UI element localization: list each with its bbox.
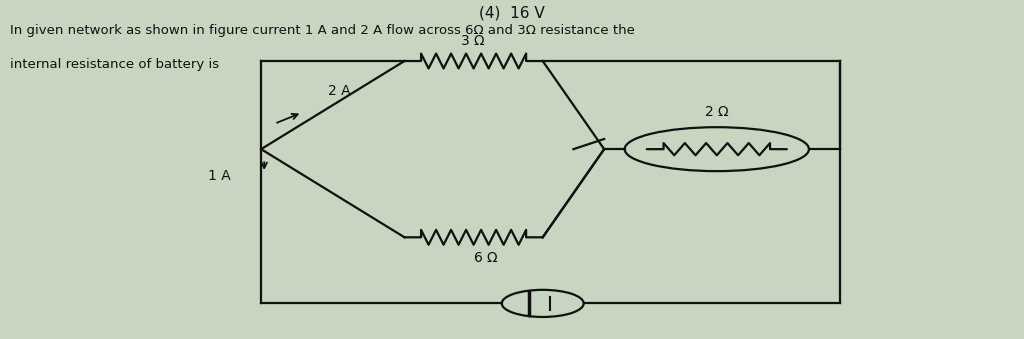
Text: 2 A: 2 A (328, 84, 350, 98)
Text: 1 A: 1 A (208, 169, 230, 183)
Text: (4)  16 V: (4) 16 V (479, 5, 545, 20)
Text: In given network as shown in figure current 1 A and 2 A flow across 6Ω and 3Ω re: In given network as shown in figure curr… (10, 24, 635, 37)
Text: 3 $\Omega$: 3 $\Omega$ (461, 34, 485, 48)
Text: 6 $\Omega$: 6 $\Omega$ (473, 251, 499, 265)
Text: internal resistance of battery is: internal resistance of battery is (10, 58, 219, 71)
Text: 2 $\Omega$: 2 $\Omega$ (705, 105, 729, 119)
